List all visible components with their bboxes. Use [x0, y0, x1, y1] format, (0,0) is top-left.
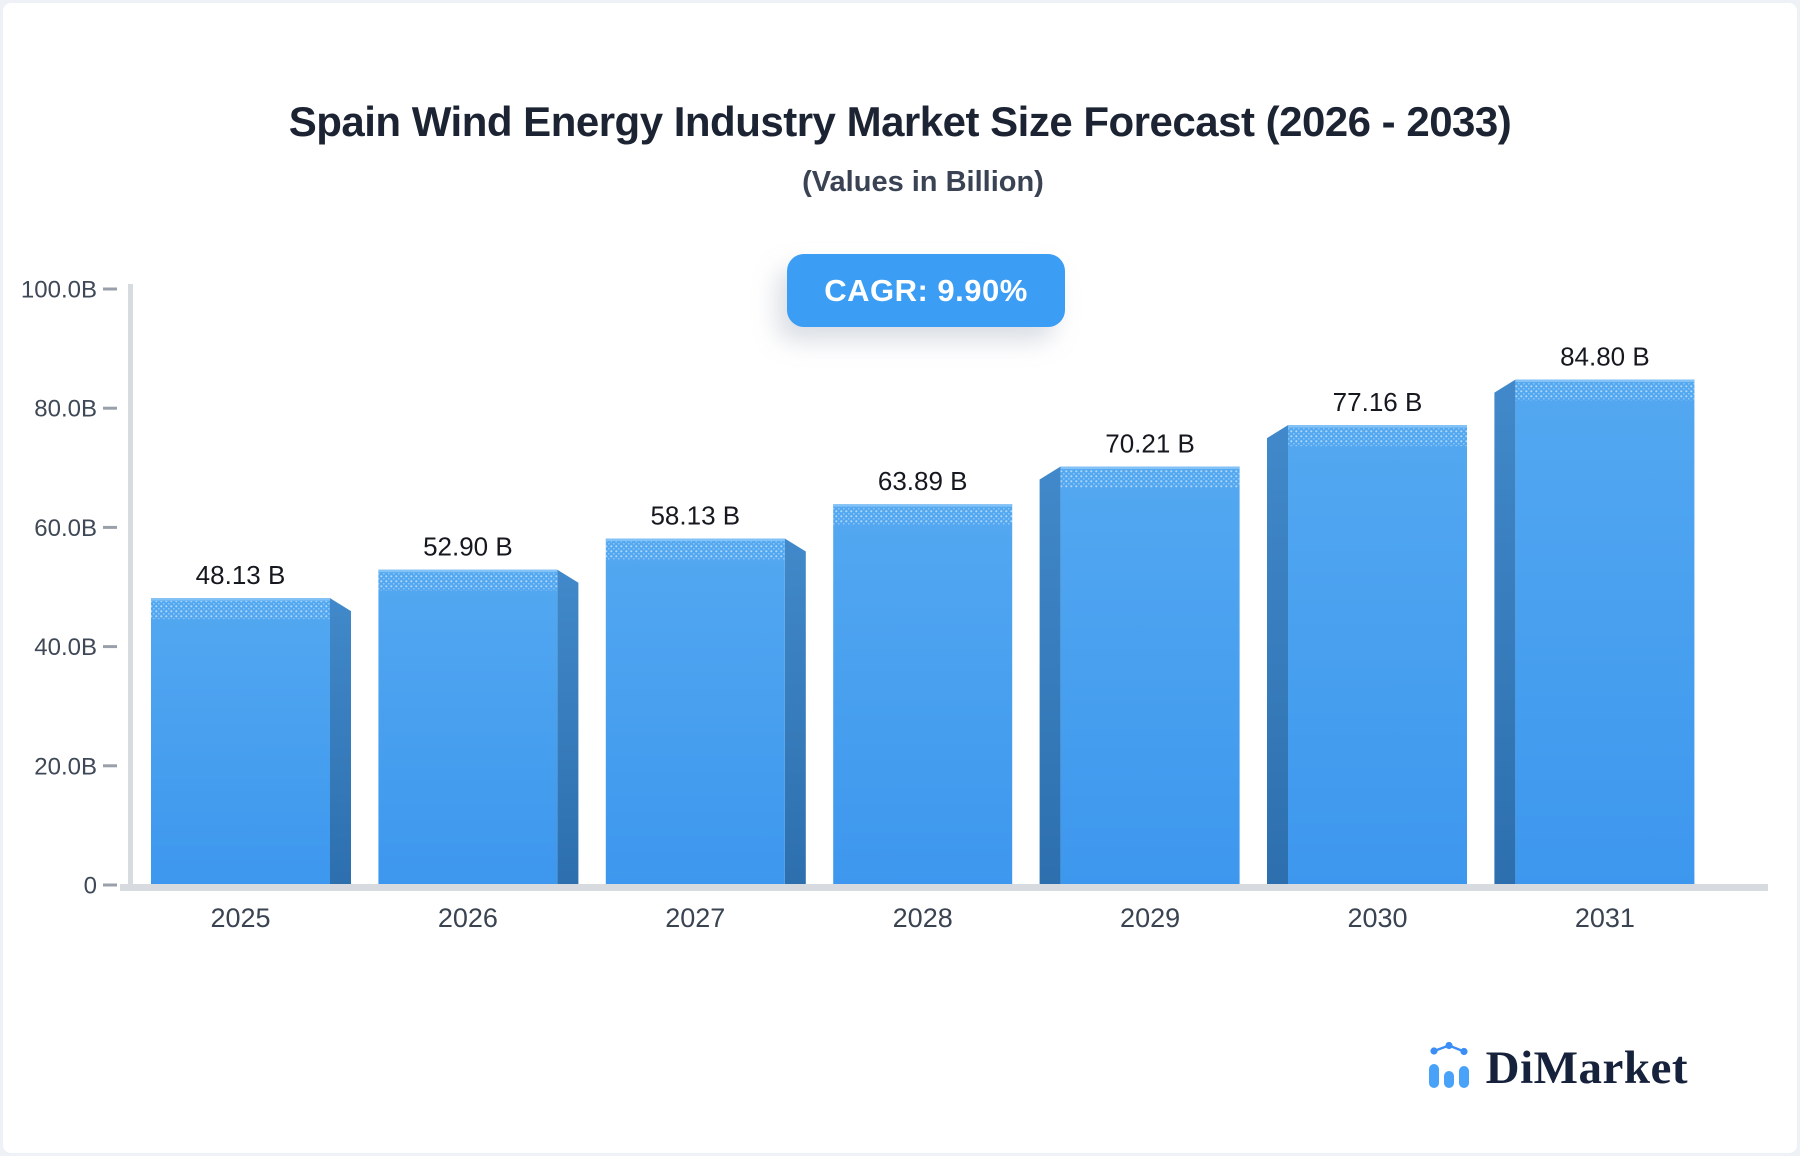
- bar-front-face: [833, 504, 1013, 887]
- y-axis-tick-label: 0: [84, 873, 97, 900]
- cagr-badge: CAGR: 9.90%: [787, 254, 1065, 327]
- y-axis-tick-label: 80.0B: [34, 396, 97, 423]
- bar-side-face: [1267, 425, 1288, 887]
- bar-value-label: 58.13 B: [650, 501, 740, 531]
- bar-front-face: [151, 598, 330, 887]
- bar-side-face: [330, 598, 351, 887]
- bar-value-label: 84.80 B: [1560, 342, 1650, 372]
- bar-front-face: [1060, 466, 1240, 887]
- bar-value-label: 70.21 B: [1105, 429, 1195, 459]
- bar-top-edge: [605, 538, 785, 542]
- mini-bar-line-chart-icon: [1428, 1041, 1469, 1088]
- bar-group-2031: 84.80 B 2031: [1494, 342, 1695, 933]
- bar-texture-band: [1288, 428, 1467, 447]
- y-axis-tick-label: 40.0B: [34, 634, 97, 661]
- bar-group-2027: 58.13 B 2027: [605, 501, 806, 933]
- bar-group-2025: 48.13 B 2025: [151, 560, 351, 933]
- y-axis: 100.0B 80.0B 60.0B 40.0B 20.0B 0: [21, 277, 133, 900]
- bar-side-face: [784, 538, 806, 887]
- bar-group-2026: 52.90 B 2026: [378, 532, 579, 933]
- y-axis-tick-label: 60.0B: [34, 515, 97, 542]
- bar-value-label: 63.89 B: [878, 466, 968, 496]
- bar-top-edge: [1288, 425, 1467, 428]
- bar-side-face: [1494, 379, 1516, 887]
- x-axis-label: 2026: [438, 903, 498, 933]
- bar-top-edge: [378, 569, 558, 573]
- bar-texture-band: [605, 541, 785, 560]
- dimarket-logo: DiMarket: [1428, 1040, 1688, 1092]
- bar-top-edge: [151, 598, 330, 601]
- bar-value-label: 77.16 B: [1333, 387, 1423, 417]
- chart-subtitle: (Values in Billion): [802, 166, 1044, 198]
- x-axis-label: 2030: [1347, 903, 1407, 933]
- chart-title: Spain Wind Energy Industry Market Size F…: [288, 98, 1512, 145]
- bar-texture-band: [833, 507, 1013, 526]
- bar-group-2030: 77.16 B 2030: [1267, 387, 1467, 933]
- y-axis-tick-label: 100.0B: [21, 277, 97, 304]
- bar-texture-band: [1515, 382, 1695, 401]
- x-axis-label: 2027: [665, 903, 725, 933]
- bar-texture-band: [1060, 469, 1240, 488]
- dimarket-logo-text: DiMarket: [1485, 1042, 1688, 1094]
- bar-front-face: [1515, 379, 1695, 887]
- y-axis-line: [128, 284, 133, 891]
- x-axis-line: [120, 884, 1768, 891]
- bar-value-label: 52.90 B: [423, 532, 513, 562]
- bar-texture-band: [151, 601, 330, 620]
- x-axis-label: 2025: [210, 903, 270, 933]
- x-axis-label: 2031: [1575, 903, 1635, 933]
- bar-top-edge: [1060, 466, 1240, 470]
- bar-group-2028: 63.89 B 2028: [833, 466, 1013, 933]
- cagr-badge-label: CAGR: 9.90%: [824, 272, 1028, 308]
- bar-top-edge: [833, 504, 1013, 507]
- bar-top-edge: [1515, 379, 1695, 383]
- bar-side-face: [557, 569, 579, 887]
- bar-front-face: [1288, 425, 1467, 887]
- bar-side-face: [1039, 466, 1061, 887]
- x-axis-label: 2029: [1120, 903, 1180, 933]
- bar-value-label: 48.13 B: [196, 560, 286, 590]
- bar-texture-band: [378, 572, 558, 591]
- y-axis-tick-label: 20.0B: [34, 753, 97, 780]
- bar-group-2029: 70.21 B 2029: [1039, 429, 1240, 933]
- x-axis-label: 2028: [893, 903, 953, 933]
- bar-front-face: [605, 538, 785, 887]
- bar-front-face: [378, 569, 558, 887]
